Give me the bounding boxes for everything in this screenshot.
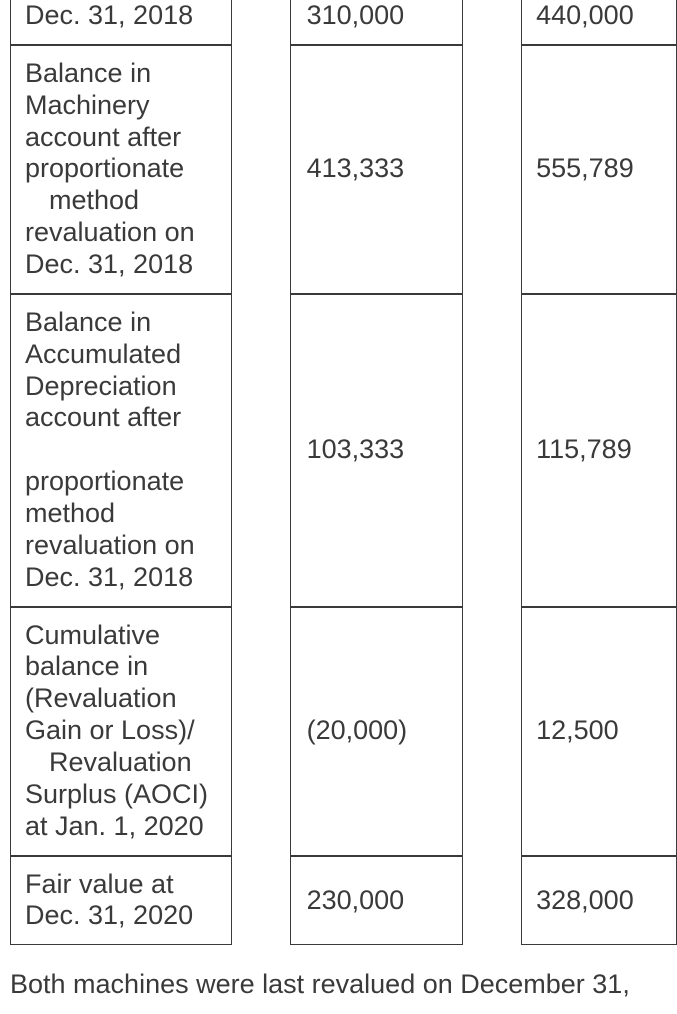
column-spacer <box>463 0 521 45</box>
column-spacer <box>232 856 290 946</box>
row-label: Dec. 31, 2018 <box>10 0 232 45</box>
row-label: Balance inMachineryaccount afterproporti… <box>10 45 232 294</box>
value-col-b: 440,000 <box>521 0 677 45</box>
column-spacer <box>463 856 521 946</box>
value-col-b: 12,500 <box>521 607 677 856</box>
value-col-a: 310,000 <box>290 0 464 45</box>
value-col-a: 230,000 <box>290 856 464 946</box>
revaluation-table: Dec. 31, 2018 310,000 440,000 Balance inMac… <box>10 0 677 945</box>
row-label: Fair value atDec. 31, 2020 <box>10 856 232 946</box>
column-spacer <box>232 45 290 294</box>
value-col-b: 328,000 <box>521 856 677 946</box>
trailing-paragraph: Both machines were last revalued on Dece… <box>10 969 677 1001</box>
value-col-a: 103,333 <box>290 294 464 607</box>
value-col-b: 115,789 <box>521 294 677 607</box>
column-spacer <box>232 294 290 607</box>
row-label: Cumulativebalance in(RevaluationGain or … <box>10 607 232 856</box>
column-spacer <box>232 607 290 856</box>
value-col-a: (20,000) <box>290 607 464 856</box>
column-spacer <box>232 0 290 45</box>
column-spacer <box>463 45 521 294</box>
column-spacer <box>463 294 521 607</box>
value-col-a: 413,333 <box>290 45 464 294</box>
row-label: Balance inAccumulatedDepreciationaccount… <box>10 294 232 607</box>
column-spacer <box>463 607 521 856</box>
value-col-b: 555,789 <box>521 45 677 294</box>
